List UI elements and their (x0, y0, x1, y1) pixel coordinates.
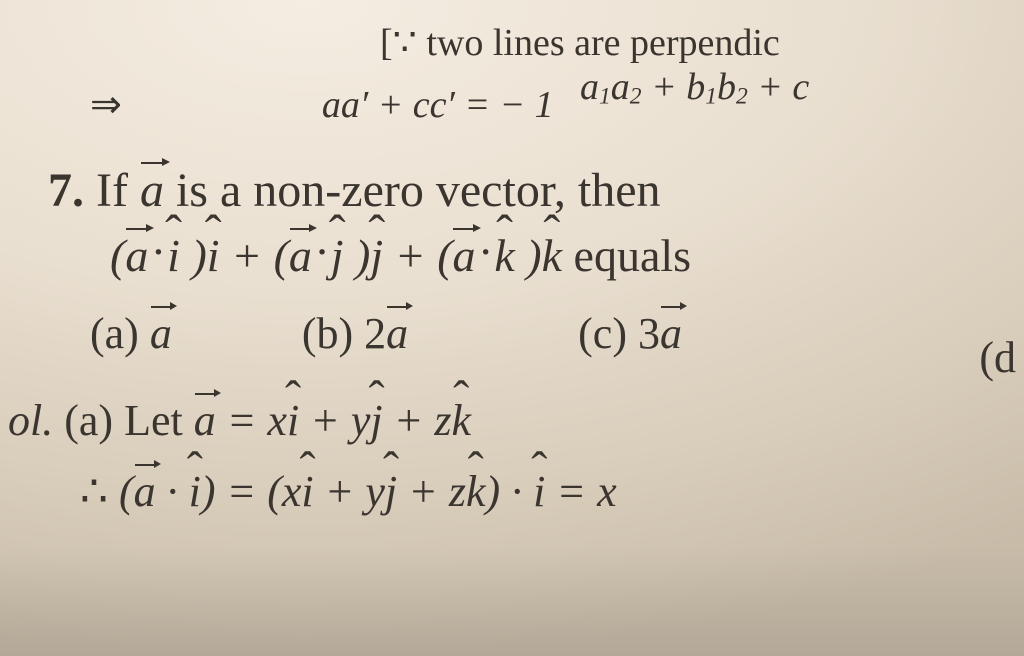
unit-i: i (189, 463, 201, 520)
text: ( (119, 467, 134, 516)
therefore-symbol: ∴ (80, 467, 108, 516)
vector-a: a (386, 305, 408, 362)
question-7-expression: (a·i )i + (a·j )j + (a·k )k equals (0, 227, 1024, 285)
text: + y (314, 467, 385, 516)
implies-symbol: ⇒ (0, 82, 122, 130)
scanned-page: [∵ two lines are perpendic a1a2 + b1b2 +… (0, 0, 1024, 656)
unit-i: i (287, 392, 299, 449)
text: ) = (x (201, 467, 302, 516)
plus: + y (299, 396, 370, 445)
question-7-options: (a) a (b) 2a (c) 3a (d (0, 305, 1024, 362)
label: (a) (90, 309, 150, 358)
vector-a: a (140, 161, 164, 221)
expression: (a·i )i + (a·j )j + (a·k )k (110, 230, 574, 281)
text: ) · (485, 467, 533, 516)
option-d-cut: (d (979, 329, 1016, 386)
text: If (96, 164, 140, 217)
question-number: 7. (48, 164, 84, 217)
label: (a) Let (64, 396, 193, 445)
text: is a non-zero vector, then (164, 164, 661, 217)
vector-a: a (134, 463, 156, 520)
text: (a) Let a = xi + yj + zk (64, 396, 471, 445)
text: = x (545, 467, 616, 516)
option-b: (b) 2a (172, 305, 408, 362)
unit-i: i (301, 463, 313, 520)
expression: (a · i) = (xi + yj + zk) · i = x (119, 467, 617, 516)
option-a: (a) a (90, 305, 172, 362)
page-shadow (0, 546, 1024, 656)
text: equals (574, 230, 692, 281)
unit-j: j (385, 463, 397, 520)
solution-line-1: ol. (a) Let a = xi + yj + zk (0, 392, 1024, 449)
label: (b) 2 (302, 309, 386, 358)
vector-a: a (660, 305, 682, 362)
unit-k: k (466, 463, 486, 520)
eq: = x (216, 396, 287, 445)
unit-j: j (370, 392, 382, 449)
text: + z (397, 467, 466, 516)
label: (c) 3 (578, 309, 660, 358)
sol-prefix: ol. (8, 396, 53, 445)
unit-i: i (533, 463, 545, 520)
plus: + z (383, 396, 452, 445)
implication-line: ⇒ aa′ + cc′ = − 1 (0, 82, 1024, 130)
vector-a: a (150, 305, 172, 362)
option-c: (c) 3a (408, 305, 682, 362)
solution-line-2: ∴ (a · i) = (xi + yj + zk) · i = x (0, 463, 1024, 520)
context-line-1: [∵ two lines are perpendic (0, 20, 1024, 68)
text: [∵ two lines are perpendic (380, 22, 780, 64)
equation: aa′ + cc′ = − 1 (122, 82, 554, 130)
dot: · (156, 467, 189, 516)
